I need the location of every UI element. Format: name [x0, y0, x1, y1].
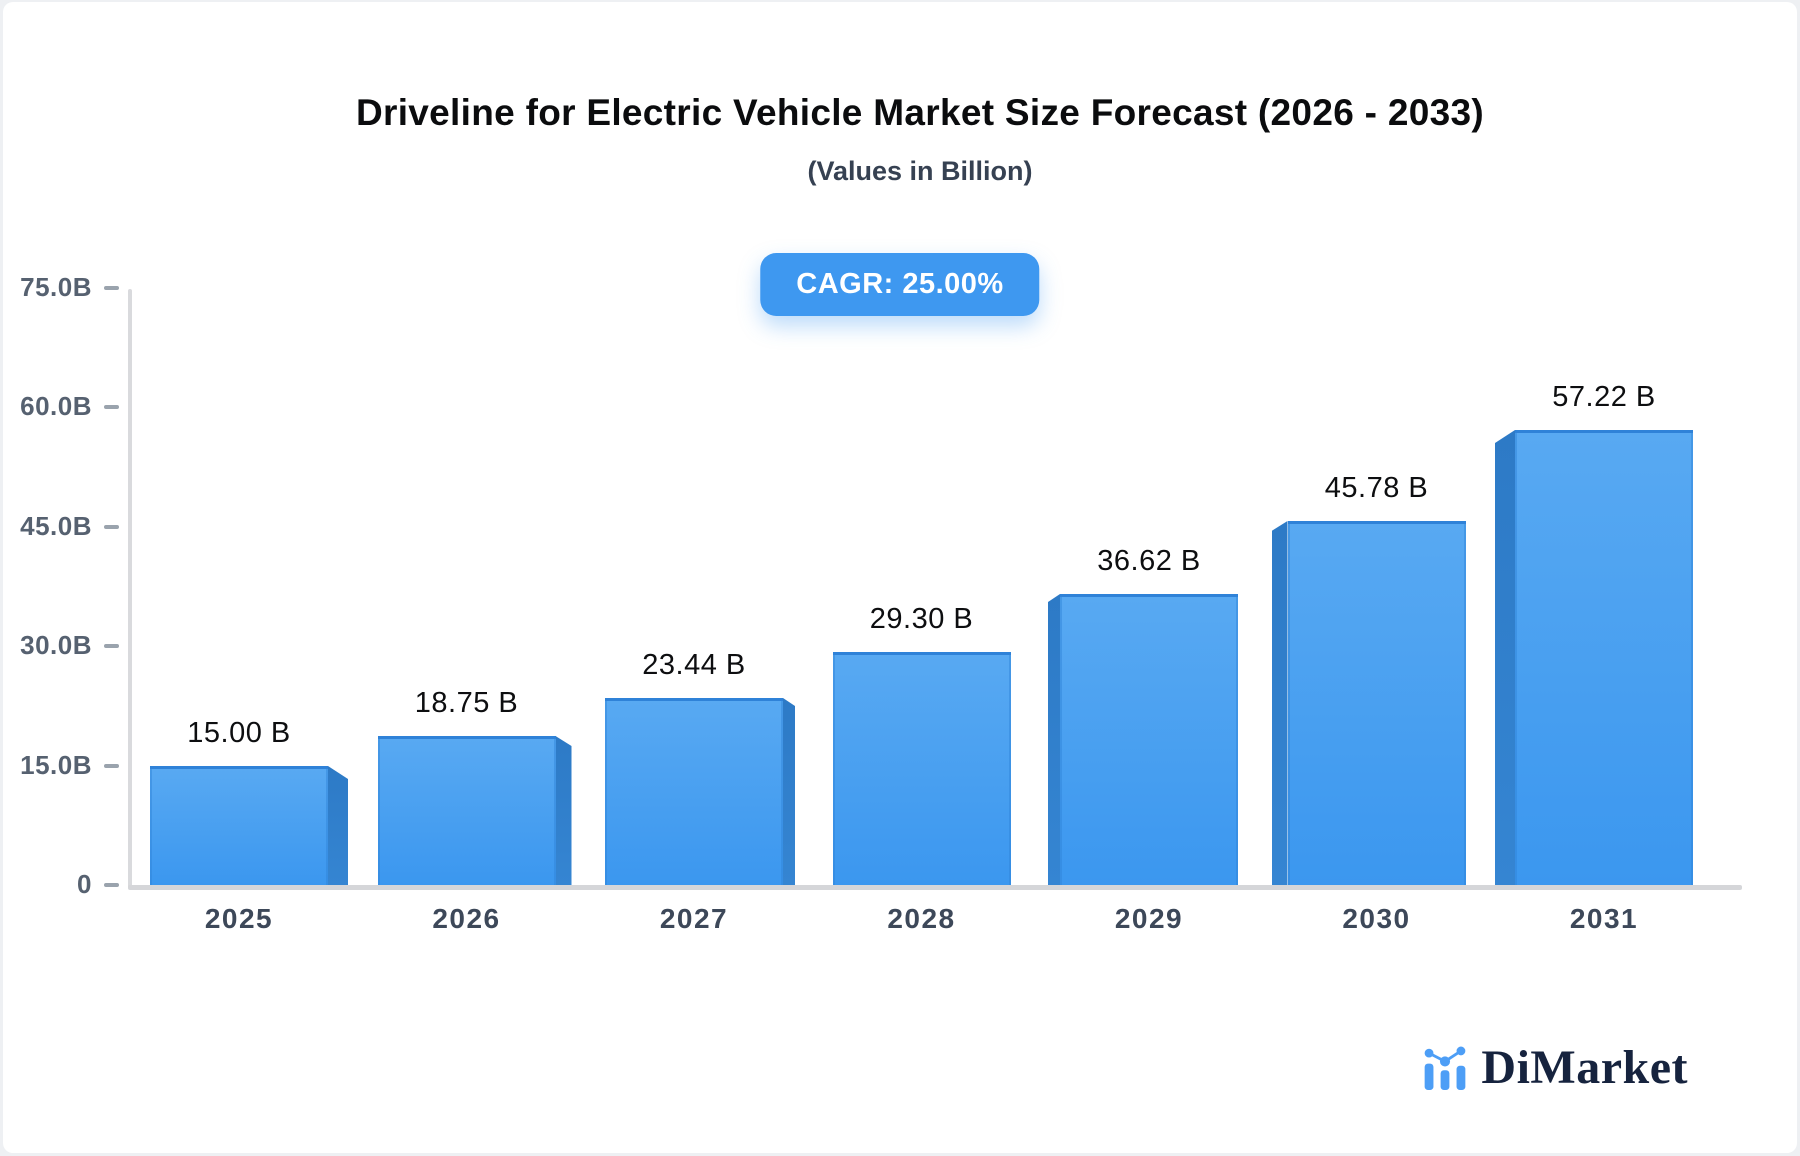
bar-value-label-2029: 36.62 B [1097, 545, 1201, 577]
chart-title: Driveline for Electric Vehicle Market Si… [356, 92, 1484, 133]
y-axis-tick-label: 60.0B [20, 391, 92, 422]
x-axis-label-2029: 2029 [1114, 903, 1184, 934]
chart-subtitle: (Values in Billion) [807, 156, 1033, 186]
x-axis-baseline [128, 885, 1742, 890]
bar-value-label-2025: 15.00 B [187, 717, 291, 749]
x-axis-label-2026: 2026 [432, 903, 501, 934]
bar-value-label-2031: 57.22 B [1552, 381, 1656, 413]
x-axis-label-2025: 2025 [204, 903, 274, 934]
mini-bar-chart-icon [1425, 1046, 1466, 1090]
y-axis-tick-label: 30.0B [20, 630, 92, 661]
bar-side-2026[interactable] [555, 736, 572, 885]
bar-side-2027[interactable] [783, 698, 795, 885]
brand-logo-text: DiMarket [1481, 1041, 1688, 1094]
y-axis-line [128, 289, 132, 889]
bar-2031[interactable] [1515, 430, 1693, 885]
bar-value-label-2026: 18.75 B [414, 687, 519, 719]
y-axis-tick-label: 45.0B [20, 510, 92, 541]
bar-side-2029[interactable] [1048, 594, 1060, 885]
y-axis-tick [104, 644, 119, 649]
y-axis-tick-label: 75.0B [20, 272, 92, 302]
bar-2028[interactable] [832, 652, 1011, 885]
bar-2027[interactable] [605, 698, 783, 885]
x-axis-label-2030: 2030 [1342, 903, 1411, 934]
y-axis-tick-label: 15.0B [20, 749, 92, 780]
bar-value-label-2030: 45.78 B [1324, 472, 1429, 504]
x-axis-label-2031: 2031 [1569, 903, 1639, 934]
y-axis-tick [104, 763, 119, 768]
bar-2030[interactable] [1287, 521, 1466, 885]
y-axis-tick-label: 0 [77, 869, 92, 899]
bar-2026[interactable] [377, 736, 556, 885]
y-axis-tick [104, 524, 119, 529]
y-axis-tick [104, 883, 119, 887]
bar-2029[interactable] [1060, 594, 1238, 885]
x-axis-label-2028: 2028 [887, 903, 956, 934]
bar-side-2031[interactable] [1495, 430, 1515, 885]
bar-value-label-2028: 29.30 B [869, 603, 974, 635]
chart-header: Driveline for Electric Vehicle Market Si… [130, 0, 1710, 187]
brand-logo: DiMarket [1423, 1040, 1688, 1095]
cagr-badge: CAGR: 25.00% [760, 253, 1040, 316]
bar-side-2030[interactable] [1271, 521, 1288, 885]
y-axis-tick [104, 286, 119, 290]
y-axis-tick [104, 405, 119, 410]
bar-value-label-2027: 23.44 B [642, 649, 746, 681]
bar-side-2025[interactable] [328, 766, 348, 885]
bar-2025[interactable] [150, 766, 328, 885]
x-axis-label-2027: 2027 [659, 903, 729, 934]
